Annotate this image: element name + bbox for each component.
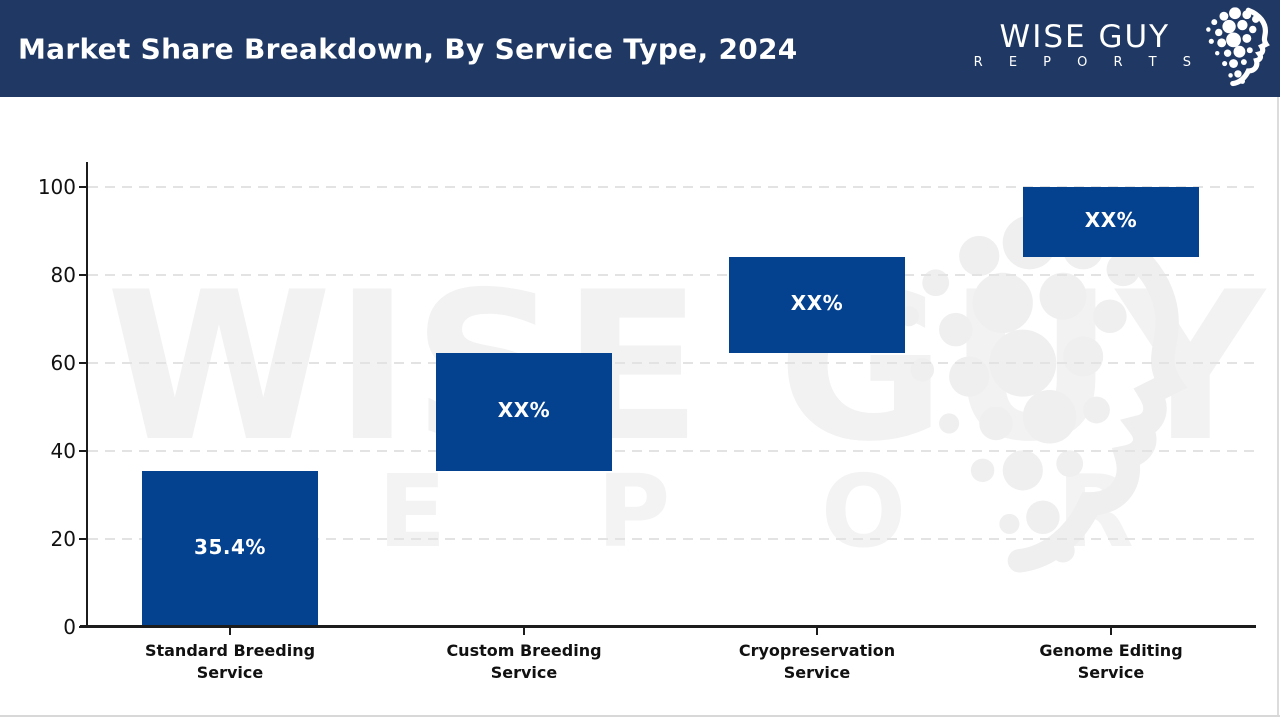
brand-dotted-face-icon bbox=[1198, 6, 1272, 90]
brand-logo: WISE GUY R E P O R T S bbox=[974, 0, 1272, 97]
bar-value-label: XX% bbox=[790, 290, 844, 315]
chart-bar: XX% bbox=[436, 352, 612, 472]
x-category-label-line: Service bbox=[783, 662, 851, 682]
y-tick-label: 60 bbox=[50, 351, 76, 375]
bar-value-label: XX% bbox=[1084, 207, 1138, 232]
y-tick-label: 20 bbox=[50, 527, 76, 551]
gridline bbox=[88, 186, 1255, 188]
y-tick-label: 100 bbox=[37, 175, 76, 199]
y-tick-mark bbox=[79, 274, 87, 276]
y-tick-label: 40 bbox=[50, 439, 76, 463]
x-tick-mark bbox=[1110, 628, 1112, 635]
x-category-label-line: Service bbox=[196, 662, 264, 682]
gridline bbox=[88, 362, 1255, 364]
x-category-label: Cryopreservation Service bbox=[687, 640, 947, 683]
bottom-edge-line bbox=[0, 715, 1280, 717]
chart-bar: XX% bbox=[1023, 187, 1199, 257]
y-tick-mark bbox=[79, 186, 87, 188]
brand-subname: R E P O R T S bbox=[973, 55, 1202, 71]
right-edge-line bbox=[1277, 97, 1279, 715]
y-tick-mark bbox=[79, 538, 87, 540]
x-category-label-line: Service bbox=[490, 662, 558, 682]
x-tick-mark bbox=[816, 628, 818, 635]
x-axis-line bbox=[80, 625, 1256, 628]
gridline bbox=[88, 274, 1255, 276]
x-category-label-line: Custom Breeding bbox=[446, 641, 602, 660]
x-category-label-line: Cryopreservation bbox=[738, 641, 896, 660]
y-tick-label: 0 bbox=[63, 615, 76, 639]
chart-title: Market Share Breakdown, By Service Type,… bbox=[18, 32, 798, 65]
brand-logo-text: WISE GUY R E P O R T S bbox=[968, 20, 1202, 70]
x-tick-mark bbox=[229, 628, 231, 635]
x-category-label-line: Service bbox=[1077, 662, 1145, 682]
gridline bbox=[88, 538, 1255, 540]
x-category-label-line: Genome Editing bbox=[1039, 641, 1183, 660]
header-bar: Market Share Breakdown, By Service Type,… bbox=[0, 0, 1280, 97]
x-category-label: Custom Breeding Service bbox=[394, 640, 654, 683]
y-tick-mark bbox=[79, 450, 87, 452]
x-tick-mark bbox=[523, 628, 525, 635]
chart-bar: XX% bbox=[729, 256, 905, 353]
x-category-label: Standard Breeding Service bbox=[100, 640, 360, 683]
x-category-label-line: Standard Breeding bbox=[144, 641, 316, 660]
chart-bar: 35.4% bbox=[142, 471, 318, 627]
brand-name: WISE GUY bbox=[999, 19, 1171, 55]
bar-value-label: 35.4% bbox=[194, 535, 266, 560]
y-axis-line bbox=[86, 162, 88, 628]
y-tick-mark bbox=[79, 626, 87, 628]
y-tick-label: 80 bbox=[50, 263, 76, 287]
y-tick-mark bbox=[79, 362, 87, 364]
bar-value-label: XX% bbox=[497, 398, 551, 423]
x-category-label: Genome Editing Service bbox=[981, 640, 1241, 683]
gridline bbox=[88, 450, 1255, 452]
